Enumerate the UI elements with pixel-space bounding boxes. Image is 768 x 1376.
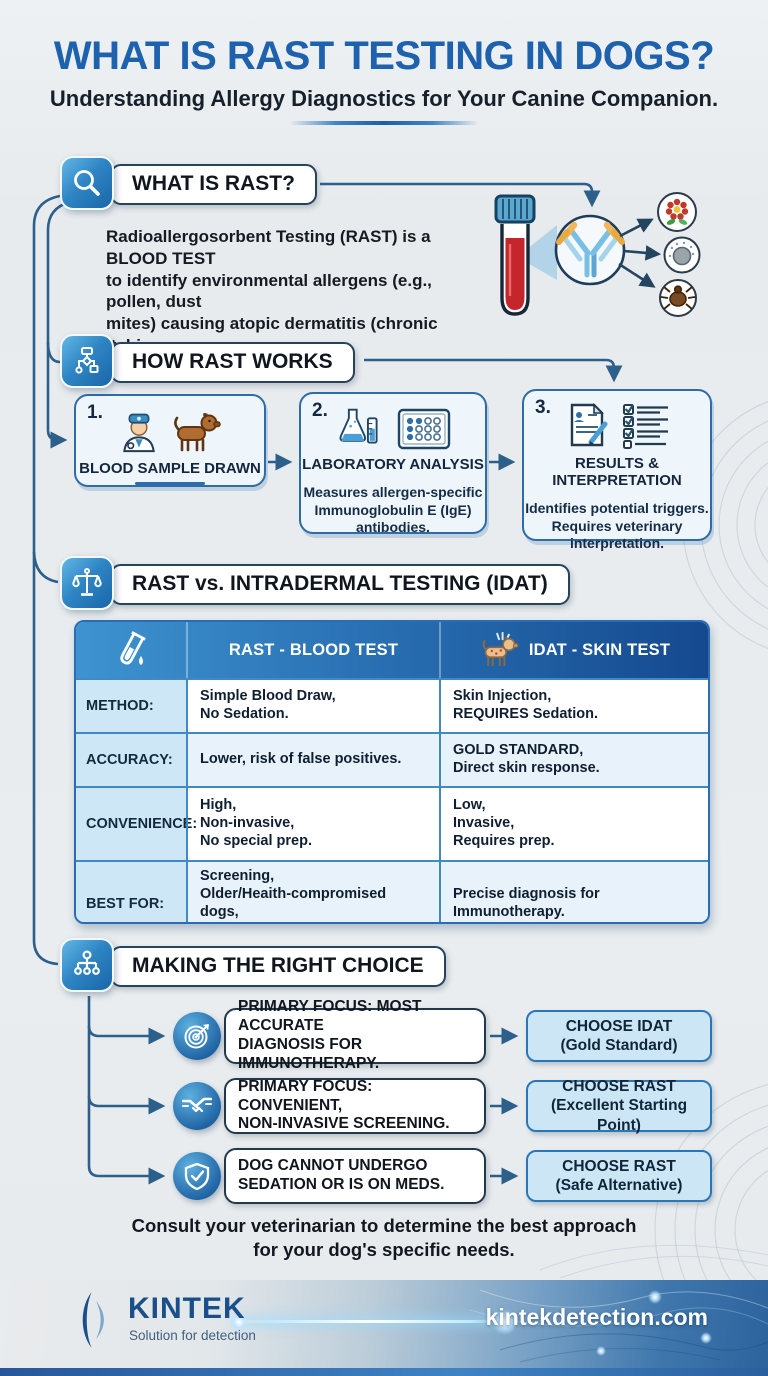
rast-method-cell: Simple Blood Draw, No Sedation. [186,680,439,732]
footer-bar: KINTEK Solution for detection kintekdete… [0,1280,768,1368]
table-row-accuracy: ACCURACY: Lower, risk of false positives… [76,732,708,786]
step-card-lab-analysis: 2. [299,392,487,535]
choice-condition-immunotherapy: PRIMARY FOCUS: MOST ACCURATE DIAGNOSIS F… [224,998,486,1072]
idat-method-cell: Skin Injection, REQUIRES Sedation. [439,680,708,732]
blood-tube-icon [120,631,146,665]
allergen-mite-icon [659,279,697,317]
section-heading-making-choice: MAKING THE RIGHT CHOICE [110,946,446,987]
idat-column-header: IDAT - SKIN TEST [439,622,708,678]
scales-icon [60,556,114,610]
choice-result-rast-safe: CHOOSE RAST (Safe Alternative) [526,1150,712,1202]
section-heading-what-is-rast: WHAT IS RAST? [110,164,317,205]
veterinarian-icon [123,413,155,453]
row-label: ACCURACY: [76,734,186,786]
choice-condition-no-sedation: DOG CANNOT UNDERGO SEDATION OR IS ON MED… [224,1148,486,1204]
checklist-icon [623,404,668,449]
kintek-logo-mark [82,1292,104,1348]
title-divider [289,121,479,125]
comparison-table-header: RAST - BLOOD TEST [76,622,708,678]
table-corner-cell [76,622,186,678]
table-row-convenience: CONVENIENCE: High, Non-invasive, No spec… [76,786,708,860]
flask-icon [339,408,378,444]
idat-best-for-cell: Precise diagnosis for Immunotherapy. [439,862,708,922]
antibody-circle [554,214,626,286]
step-description: Measures allergen-specific Immunoglobuli… [303,484,483,535]
table-row-best-for: BEST FOR: Screening, Older/Heaith-compro… [76,860,708,922]
target-icon [173,1012,221,1060]
handshake-icon [173,1082,221,1130]
step-number: 2. [312,400,328,421]
magnifier-icon [60,156,114,210]
beam-glow-right [492,1309,518,1335]
step-underline [135,482,205,485]
row-label: BEST FOR: [76,862,186,922]
magnify-cone [517,225,557,280]
step-number: 1. [87,402,103,423]
microplate-icon [397,408,451,450]
step-card-results: 3. [522,389,712,551]
allergen-pollen-icon [657,192,697,232]
shield-check-icon [173,1152,221,1200]
sparkle [700,1332,712,1344]
page-subtitle: Understanding Allergy Diagnostics for Yo… [49,86,719,111]
table-row-method: METHOD: Simple Blood Draw, No Sedation. … [76,678,708,732]
sparkle [596,1346,606,1356]
blood-tube [494,194,536,316]
veterinarian-note: Consult your veterinarian to determine t… [131,1215,637,1261]
choice-result-rast-screening: CHOOSE RAST (Excellent Starting Point) [526,1078,712,1134]
report-document-icon [570,403,608,447]
brand-tagline: Solution for detection [129,1328,256,1343]
bottom-strip [0,1368,768,1376]
light-beam [238,1320,504,1323]
dog-icon [174,413,221,452]
choice-condition-screening: PRIMARY FOCUS: CONVENIENT, NON-INVASIVE … [224,1078,486,1134]
allergen-dust-icon [663,236,701,274]
rast-convenience-cell: High, Non-invasive, No special prep. [186,788,439,860]
beam-glow-left [228,1311,250,1333]
step-title: BLOOD SAMPLE DRAWN [79,460,261,477]
sparkle [648,1290,662,1304]
brand-name: KINTEK [128,1292,246,1325]
blood-test-illustration [494,192,701,317]
choice-result-idat: CHOOSE IDAT (Gold Standard) [526,1010,712,1062]
step-title: RESULTS & INTERPRETATION [552,455,682,489]
page-title: WHAT IS RAST TESTING IN DOGS? [53,34,715,78]
step-number: 3. [535,397,551,418]
comparison-table: RAST - BLOOD TEST [74,620,710,924]
hierarchy-icon [60,938,114,992]
step-card-blood-sample: 1. BLOOD S [74,394,266,487]
section-heading-how-rast-works: HOW RAST WORKS [110,342,355,383]
idat-accuracy-cell: GOLD STANDARD, Direct skin response. [439,734,708,786]
step-title: LABORATORY ANALYSIS [302,456,484,473]
footer-wave-decoration [469,1289,768,1363]
rast-accuracy-cell: Lower, risk of false positives. [186,734,439,786]
step-description: Identifies potential triggers. Requires … [525,500,709,551]
rast-column-header: RAST - BLOOD TEST [186,622,439,678]
flowchart-icon [60,334,114,388]
itchy-dog-icon [482,632,519,667]
website-link[interactable]: kintekdetection.com [485,1304,708,1330]
rast-best-for-cell: Screening, Older/Heaith-compromised dogs… [186,862,439,922]
section-heading-rast-vs-idat: RAST vs. INTRADERMAL TESTING (IDAT) [110,564,570,605]
row-label: CONVENIENCE: [76,788,197,860]
row-label: METHOD: [76,680,186,732]
idat-convenience-cell: Low, Invasive, Requires prep. [439,788,708,860]
